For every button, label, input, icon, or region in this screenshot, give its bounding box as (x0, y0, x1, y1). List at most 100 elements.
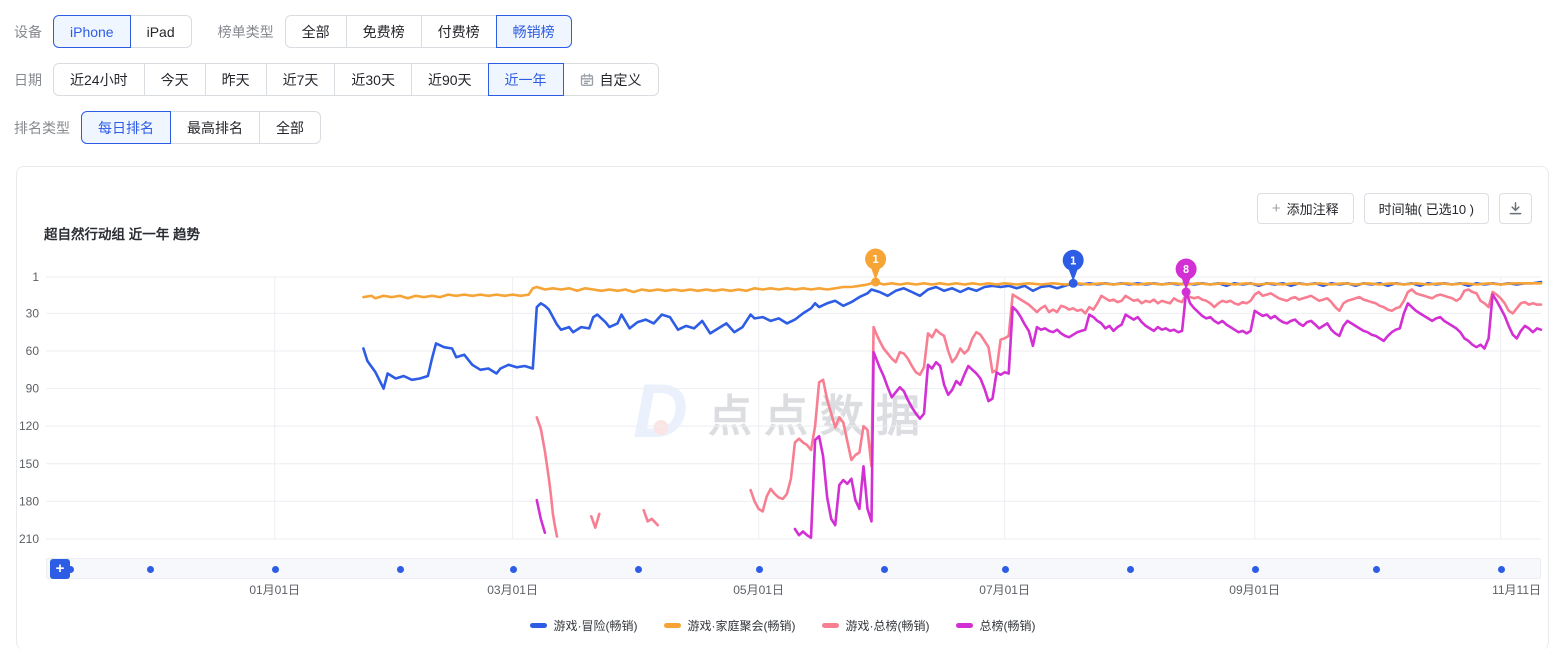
y-axis-tick-label: 150 (19, 457, 39, 471)
timeline-month-dot[interactable] (756, 565, 764, 573)
add-annotation-label: 添加注释 (1286, 202, 1339, 217)
option-label: 昨天 (221, 71, 250, 88)
svg-text:8: 8 (1183, 263, 1190, 276)
rank-type-filter-label: 排名类型 (14, 119, 70, 136)
option-label: 每日排名 (98, 119, 154, 136)
option-label: 近24小时 (70, 71, 128, 88)
option-label: 近90天 (427, 71, 472, 88)
timeline-month-dot[interactable] (1252, 565, 1260, 573)
option-label: 全部 (301, 23, 330, 40)
chart-title: 超自然行动组 近一年 趋势 (44, 227, 201, 242)
device-filter-row: 设备 iPhone iPad 榜单类型 全部 免费榜 付费榜 畅销榜 (14, 15, 1565, 48)
date-filter-label: 日期 (14, 71, 42, 88)
date-filter-option-2[interactable]: 今天 (143, 63, 206, 96)
legend-item-4[interactable]: 总榜(畅销) (955, 617, 1036, 634)
legend-swatch (663, 623, 681, 628)
x-axis-tick-label: 11月11日 (1492, 583, 1541, 597)
y-axis-tick-label: 90 (26, 382, 40, 396)
filter-panel: 设备 iPhone iPad 榜单类型 全部 免费榜 付费榜 畅销榜 日期 近24小时 今… (0, 0, 1565, 144)
trend-chart: 1 30 60 90 120 150 180 210 1 1 8 (19, 248, 1543, 546)
date-filter-option-5[interactable]: 近30天 (334, 63, 412, 96)
legend-swatch (955, 623, 973, 628)
option-label: 畅销榜 (512, 23, 555, 40)
timeline-month-dot[interactable] (1498, 565, 1506, 573)
timeline-month-dot[interactable] (272, 565, 280, 573)
option-label: 近一年 (504, 71, 547, 88)
date-filter-group: 近24小时 今天 昨天 近7天 近30天 近90天 近一年 自定义 (53, 63, 659, 96)
x-axis-labels: 01月01日 03月01日 05月01日 07月01日 09月01日 11月11日 (46, 581, 1541, 597)
rank-type-filter-option-1[interactable]: 每日排名 (81, 111, 171, 144)
timeline-month-dot[interactable] (1373, 565, 1381, 573)
rank-type-filter-group: 每日排名 最高排名 全部 (81, 111, 321, 144)
y-axis-tick-label: 210 (19, 532, 39, 546)
date-filter-option-6[interactable]: 近90天 (410, 63, 489, 96)
timeline-add-button[interactable]: + (50, 559, 70, 579)
timeline-month-dot[interactable] (147, 565, 155, 573)
timeline-month-dot[interactable] (66, 565, 74, 573)
x-axis-tick-label: 03月01日 (487, 583, 538, 597)
legend-item-2[interactable]: 游戏·家庭聚会(畅销) (663, 617, 796, 634)
device-filter-option-1[interactable]: iPhone (53, 15, 131, 48)
timeline-month-dot[interactable] (635, 565, 643, 573)
timeline-month-dot[interactable] (881, 565, 889, 573)
chart-type-filter-option-1[interactable]: 全部 (284, 15, 347, 48)
option-label: 最高排名 (187, 119, 243, 136)
timeline-button[interactable]: 时间轴( 已选10 ) (1363, 193, 1489, 224)
chart-type-filter-option-3[interactable]: 付费榜 (420, 15, 497, 48)
plus-icon: + (1271, 200, 1281, 217)
legend-item-1[interactable]: 游戏·冒险(畅销) (529, 617, 638, 634)
date-filter-row: 日期 近24小时 今天 昨天 近7天 近30天 近90天 近一年 自定义 (14, 63, 1565, 96)
timeline-band[interactable]: + (46, 558, 1541, 579)
x-axis-tick-label: 07月01日 (979, 583, 1030, 597)
chart-legend: 游戏·冒险(畅销) 游戏·家庭聚会(畅销) 游戏·总榜(畅销) 总榜(畅销) (17, 617, 1548, 634)
series-line-3 (535, 498, 547, 535)
rank-type-filter-option-3[interactable]: 全部 (259, 111, 321, 144)
chart-type-filter-option-4[interactable]: 畅销榜 (495, 15, 572, 48)
download-button[interactable] (1499, 193, 1532, 224)
option-label: 近7天 (282, 71, 319, 88)
option-label: iPhone (70, 23, 114, 40)
rank-type-filter-option-2[interactable]: 最高排名 (170, 111, 260, 144)
option-label: 自定义 (599, 71, 642, 88)
chart-type-filter-label: 榜单类型 (217, 23, 274, 40)
svg-text:1: 1 (1070, 254, 1077, 267)
option-label: 付费榜 (437, 23, 480, 40)
timeline-month-dot[interactable] (510, 565, 518, 573)
svg-text:1: 1 (872, 253, 879, 266)
timeline-month-dot[interactable] (397, 565, 405, 573)
legend-item-3[interactable]: 游戏·总榜(畅销) (821, 617, 930, 634)
date-filter-option-8[interactable]: 自定义 (562, 63, 659, 96)
date-filter-option-3[interactable]: 昨天 (204, 63, 267, 96)
annotation-pin[interactable]: 8 (1175, 258, 1197, 297)
y-axis-tick-label: 120 (19, 419, 39, 433)
legend-swatch (821, 623, 839, 628)
calendar-icon (580, 73, 593, 86)
timeline-month-dot[interactable] (1002, 565, 1010, 573)
y-axis-tick-label: 180 (19, 494, 39, 508)
timeline-button-label: 时间轴( 已选10 ) (1378, 202, 1474, 217)
option-label: 近30天 (351, 71, 395, 88)
y-axis-tick-label: 1 (32, 270, 39, 284)
device-filter-option-2[interactable]: iPad (129, 15, 192, 48)
x-axis-tick-label: 09月01日 (1229, 583, 1281, 597)
add-annotation-button[interactable]: + 添加注释 (1256, 193, 1354, 224)
x-axis-tick-label: 05月01日 (733, 583, 784, 597)
device-filter-label: 设备 (14, 23, 42, 40)
option-label: iPad (146, 23, 175, 40)
series-line-2 (535, 416, 559, 538)
annotation-pin[interactable]: 1 (1062, 249, 1084, 288)
annotation-pin[interactable]: 1 (865, 248, 887, 287)
date-filter-option-7[interactable]: 近一年 (487, 63, 564, 96)
timeline-month-dot[interactable] (1127, 565, 1135, 573)
rank-type-filter-row: 排名类型 每日排名 最高排名 全部 (14, 111, 1565, 144)
date-filter-option-1[interactable]: 近24小时 (53, 63, 145, 96)
series-line-2 (749, 288, 1543, 513)
legend-swatch (529, 623, 547, 628)
date-filter-option-4[interactable]: 近7天 (265, 63, 336, 96)
chart-card: + 添加注释 时间轴( 已选10 ) 超自然行动组 近一年 趋势 D 点点数据 … (16, 166, 1549, 650)
chart-type-filter-option-2[interactable]: 免费榜 (345, 15, 422, 48)
y-axis-tick-label: 60 (26, 344, 40, 358)
chart-toolbar: + 添加注释 时间轴( 已选10 ) (1256, 193, 1532, 224)
chart-type-filter-group: 全部 免费榜 付费榜 畅销榜 (284, 15, 572, 48)
